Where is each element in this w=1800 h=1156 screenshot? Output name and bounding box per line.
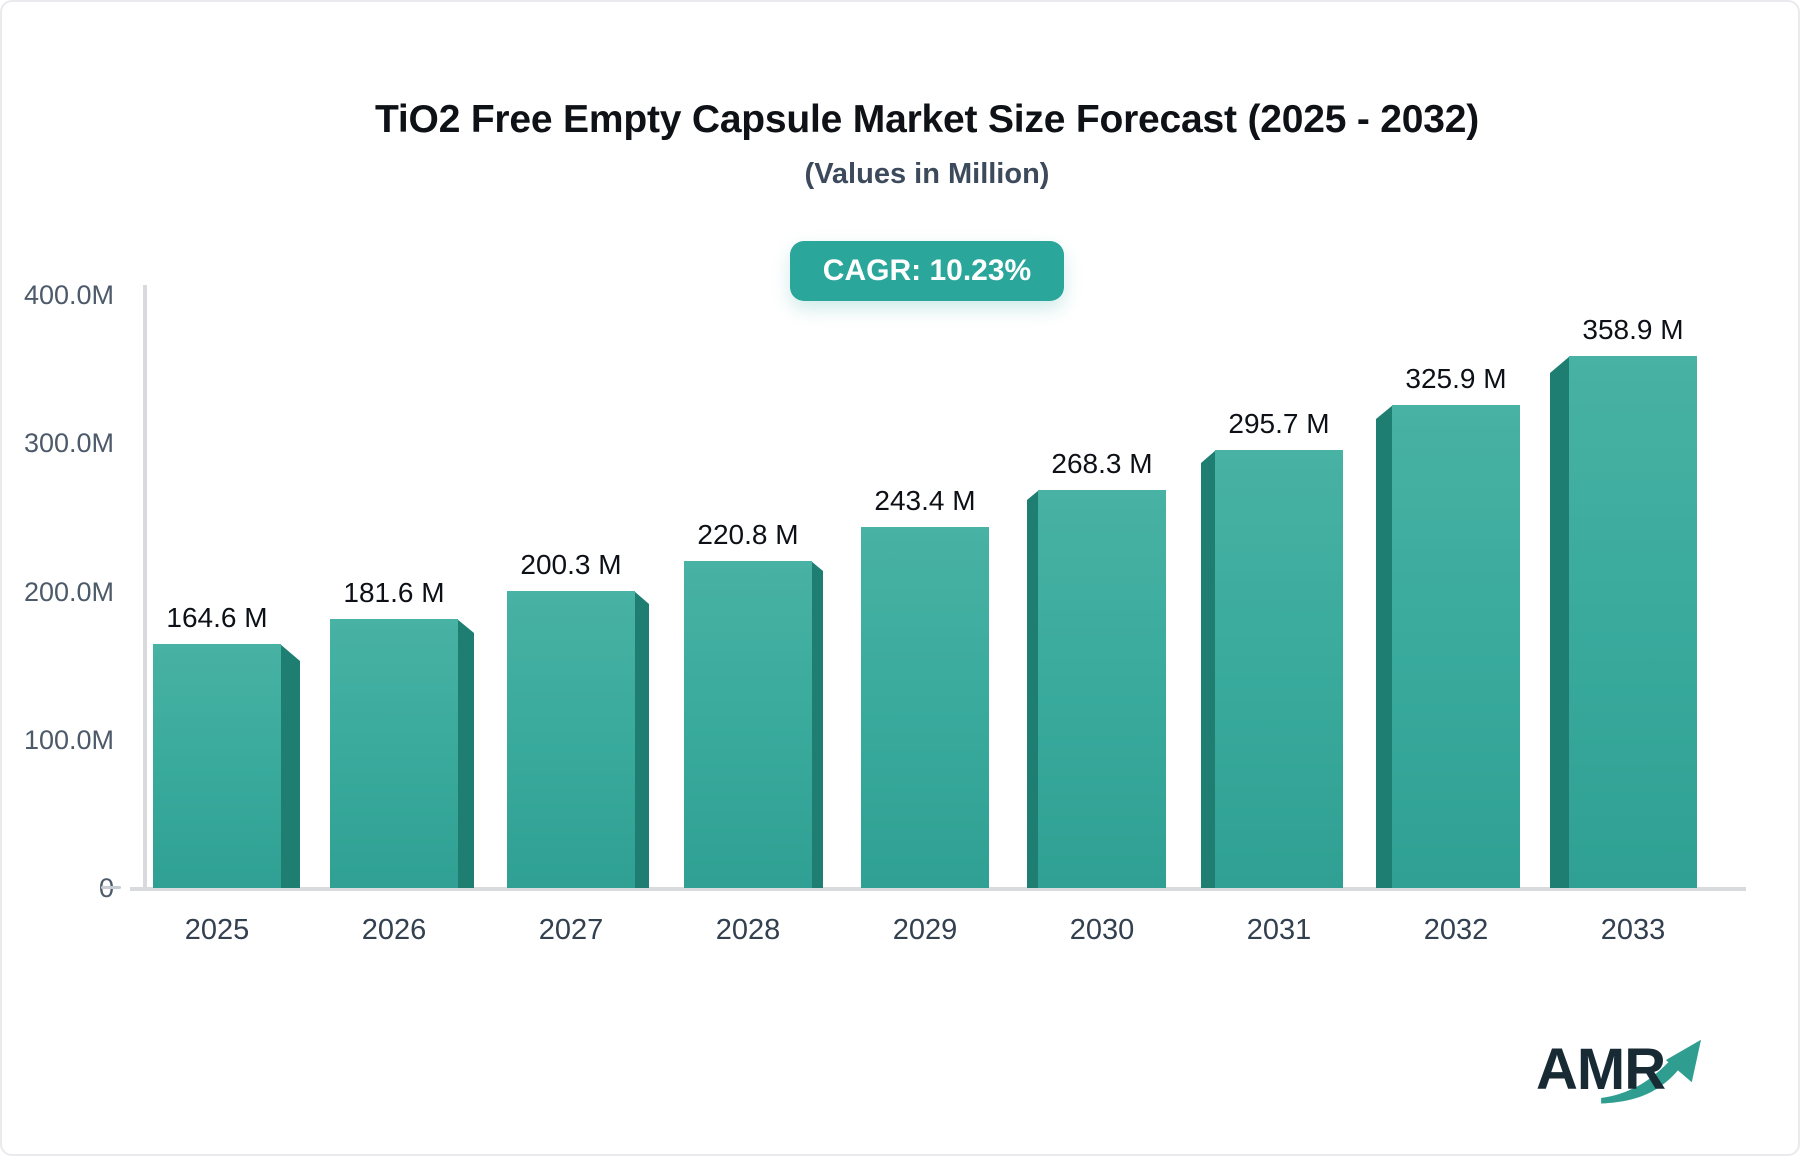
bar-side-face <box>1201 450 1216 888</box>
bar-2028 <box>684 561 812 888</box>
bar-side-face <box>811 561 823 888</box>
bar-2026 <box>330 619 458 888</box>
x-axis-label: 2029 <box>892 914 958 946</box>
bar-side-face <box>280 644 300 888</box>
x-axis-label: 2031 <box>1246 914 1312 946</box>
bar-value-label: 325.9 M <box>1405 363 1507 394</box>
x-axis-label: 2033 <box>1600 914 1666 946</box>
y-axis-tick-label: 400.0M <box>23 280 114 310</box>
x-axis-label: 2032 <box>1423 914 1489 946</box>
bar-side-face <box>1376 405 1393 888</box>
bar-2030 <box>1038 490 1166 888</box>
cagr-badge: CAGR: 10.23% <box>789 241 1065 301</box>
y-axis-tick-label: 100.0M <box>23 724 114 755</box>
y-axis-tick-label: 0 <box>2 872 114 904</box>
bar-2033 <box>1569 356 1697 888</box>
bar-value-label: 200.3 M <box>520 549 622 580</box>
x-axis-label: 2030 <box>1069 914 1135 946</box>
y-axis-tick-label: 200.0M <box>23 576 114 607</box>
bar-2029 <box>861 527 989 888</box>
bar-2027 <box>507 591 635 888</box>
bar-value-label: 220.8 M <box>697 519 799 550</box>
bar-value-label: 358.9 M <box>1582 314 1684 345</box>
chart-title: TiO2 Free Empty Capsule Market Size Fore… <box>375 98 1479 141</box>
y-axis-tick-label: 300.0M <box>23 428 114 459</box>
amr-logo-text: AMR <box>1536 1037 1666 1102</box>
y-axis-line <box>143 285 147 891</box>
x-axis-label: 2027 <box>538 914 604 946</box>
bar-value-label: 268.3 M <box>1051 448 1153 479</box>
bar-side-face <box>457 619 474 888</box>
bar-side-face <box>634 591 649 888</box>
bar-2032 <box>1392 405 1520 888</box>
chart-subtitle: (Values in Million) <box>804 158 1050 190</box>
chart-header: TiO2 Free Empty Capsule Market Size Fore… <box>27 2 1798 301</box>
bar-value-label: 164.6 M <box>166 602 268 633</box>
bar-side-face <box>1550 356 1570 888</box>
trend-up-arrow-icon <box>1601 1039 1702 1104</box>
bar-2025 <box>153 644 281 888</box>
bar-value-label: 181.6 M <box>343 577 445 608</box>
bar-value-label: 295.7 M <box>1228 408 1330 439</box>
bar-side-face <box>1027 490 1039 888</box>
x-axis-label: 2026 <box>361 914 427 946</box>
bar-value-label: 243.4 M <box>874 485 976 516</box>
amr-logo: AMR <box>1530 1034 1720 1124</box>
x-axis-label: 2025 <box>184 914 250 946</box>
x-axis-line <box>130 887 1746 891</box>
zero-tick-mark <box>101 886 121 889</box>
bar-2031 <box>1215 450 1343 888</box>
x-axis-label: 2028 <box>715 914 781 946</box>
